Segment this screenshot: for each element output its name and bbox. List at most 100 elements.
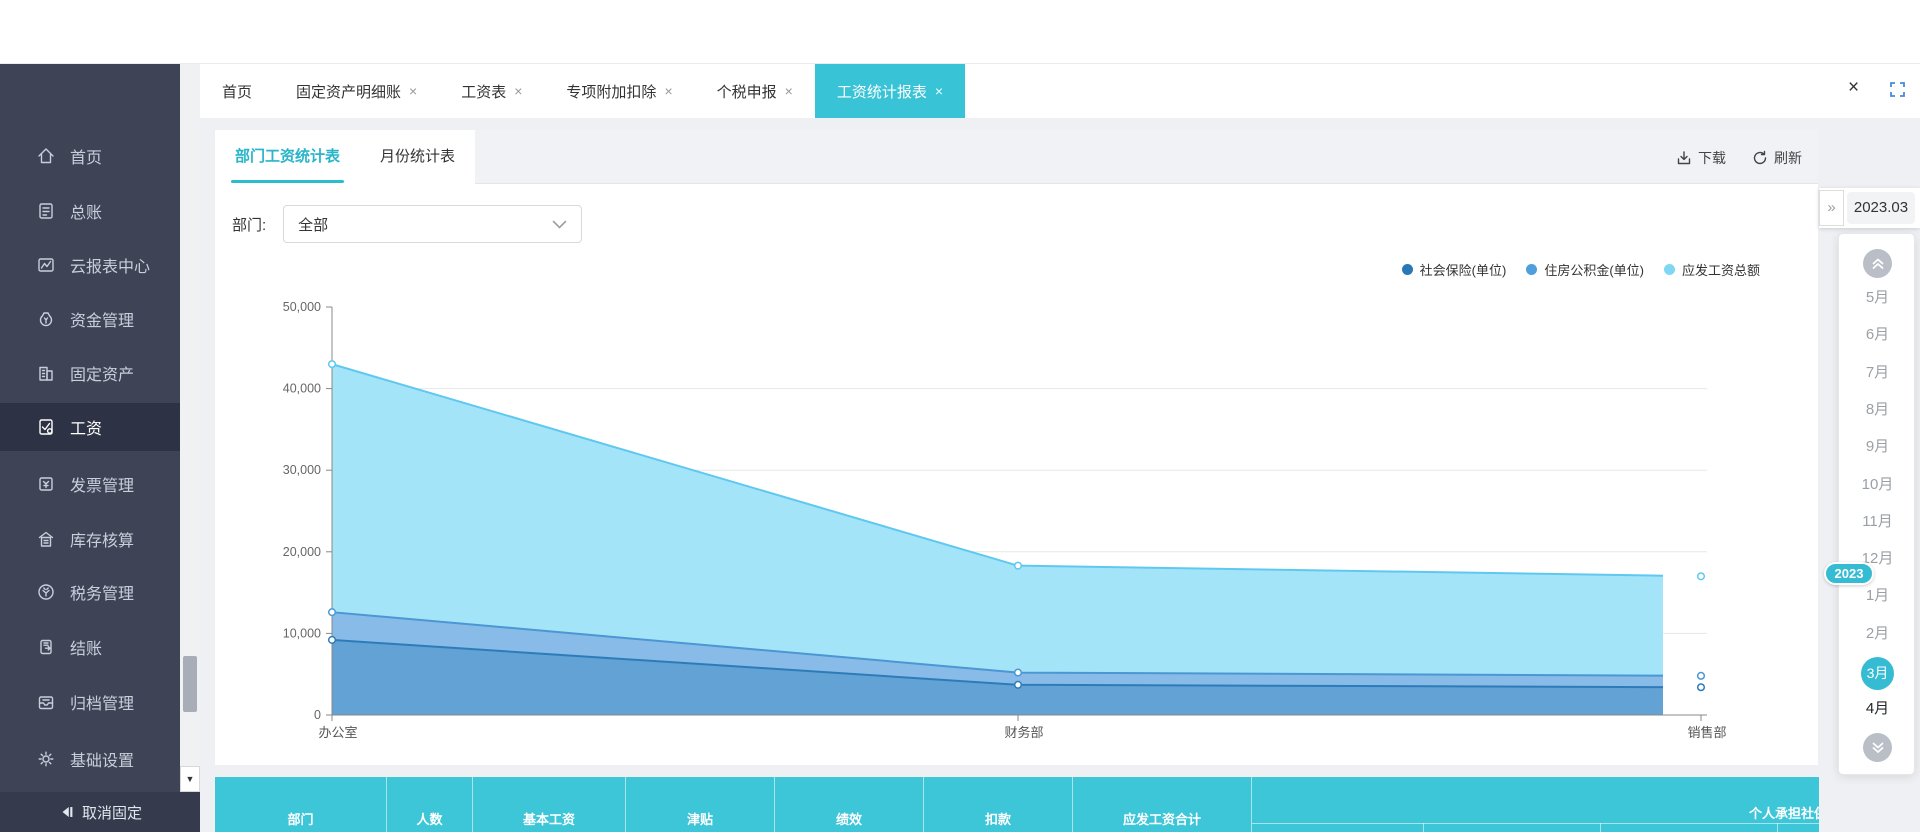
month-panel-period: 2023.03 [1847,192,1915,224]
window-tab-label: 工资统计报表 [836,83,927,101]
data-point[interactable] [1696,572,1706,581]
active-tab-underline [231,180,344,183]
close-icon[interactable]: × [664,83,673,99]
month-item-6月[interactable]: 6月 [1865,326,1890,343]
table-header-2: 基本工资 [473,777,626,832]
chart-legend: 社会保险(单位) 住房公积金(单位) 应发工资总额 [1401,260,1760,279]
legend-item-2[interactable]: 应发工资总额 [1663,260,1760,279]
sidebar-item-7[interactable]: 库存核算 [0,515,200,563]
download-button[interactable]: 下载 [1676,148,1726,168]
salary-area-chart: 0 10,000 20,000 30,000 40,000 50,000 办公室 财务部 销售部 [283,300,1727,740]
month-selector-panel: 5月 6月 7月 8月 9月 10月 11月 12月 1月 2月 3月 4月 [1838,233,1915,775]
month-item-5月[interactable]: 5月 [1865,289,1890,306]
data-point[interactable] [1696,671,1706,680]
window-tab-2[interactable]: 工资表 × [439,64,544,118]
fullscreen-icon[interactable] [1890,82,1905,97]
window-tab-0[interactable]: 首页 [200,64,274,118]
month-item-3月[interactable]: 3月 [1861,657,1894,690]
table-group-header-label: 个人承担社保 [1748,806,1819,821]
scroll-months-up-button[interactable] [1863,249,1892,278]
month-item-2月[interactable]: 2月 [1865,625,1890,642]
report-panel: 部门工资统计表 月份统计表 下载 刷新 部门: 全部 [215,130,1818,765]
x-tick-label: 办公室 [318,725,357,740]
data-point[interactable] [327,635,337,644]
close-icon[interactable]: × [784,83,793,99]
sidebar-item-9[interactable]: 结账 [0,623,200,671]
legend-item-0[interactable]: 社会保险(单位) [1401,260,1506,279]
sidebar-item-11[interactable]: 基础设置 [0,735,200,783]
data-point[interactable] [1013,561,1023,570]
sidebar-item-5[interactable]: 工资 [0,403,200,451]
y-tick-label: 40,000 [283,382,321,396]
tax-icon [38,584,54,600]
unpin-icon [62,807,73,817]
collapse-panel-button[interactable]: » [1819,190,1844,226]
sidebar-item-label: 基础设置 [70,753,135,770]
scroll-months-down-button[interactable] [1863,733,1892,762]
panel-tab-strip [475,130,1818,184]
y-tick-label: 20,000 [283,545,321,559]
sidebar-item-3[interactable]: 资金管理 [0,295,200,343]
sidebar-scroll-down-button[interactable]: ▼ [180,766,200,792]
month-item-4月[interactable]: 4月 [1865,700,1890,717]
month-item-11月[interactable]: 11月 [1862,513,1893,530]
sidebar-scrollbar-thumb[interactable] [183,656,197,712]
y-tick-label: 50,000 [283,300,321,314]
month-item-12月[interactable]: 12月 [1861,550,1894,567]
y-tick-label: 0 [314,708,321,722]
sidebar-item-2[interactable]: 云报表中心 [0,241,200,289]
area-series-2 [332,364,1663,715]
inventory-icon [38,531,54,547]
close-icon[interactable]: × [934,83,944,99]
group-separator [1600,823,1601,832]
table-header-label: 扣款 [984,812,1011,827]
close-tab-button[interactable]: × [1848,77,1860,98]
month-item-9月[interactable]: 9月 [1865,438,1890,455]
month-item-8月[interactable]: 8月 [1865,401,1890,418]
sidebar-item-0[interactable]: 首页 [0,132,200,180]
refresh-icon [1753,150,1767,165]
window-tab-label: 固定资产明细账 [296,83,402,101]
legend-item-1[interactable]: 住房公积金(单位) [1526,260,1644,279]
data-point[interactable] [1013,680,1023,689]
sidebar-item-6[interactable]: 发票管理 [0,460,200,508]
window-tab-3[interactable]: 专项附加扣除 × [544,64,694,118]
table-header-4: 绩效 [775,777,924,832]
month-item-7月[interactable]: 7月 [1865,364,1890,381]
month-item-1月[interactable]: 1月 [1865,587,1890,604]
window-tab-label: 专项附加扣除 [566,83,657,101]
window-tab-1[interactable]: 固定资产明细账 × [274,64,439,118]
table-header-6: 应发工资合计 [1073,777,1252,832]
sidebar-item-4[interactable]: 固定资产 [0,349,200,397]
window-tab-4[interactable]: 个税申报 × [695,64,815,118]
close-icon[interactable]: × [409,83,418,99]
data-point[interactable] [1696,683,1706,692]
window-tab-5[interactable]: 工资统计报表 × [814,64,966,118]
sidebar-scrollbar-track[interactable] [180,64,200,792]
refresh-label: 刷新 [1774,150,1802,166]
tab-department-salary[interactable]: 部门工资统计表 [215,130,360,184]
data-point[interactable] [327,360,337,369]
data-point[interactable] [1013,668,1023,677]
sidebar-item-label: 固定资产 [70,367,135,384]
sidebar-item-label: 归档管理 [70,696,135,713]
sidebar-item-8[interactable]: 税务管理 [0,568,200,616]
area-series-0 [332,639,1663,715]
invoice-icon [39,477,53,491]
sidebar-item-10[interactable]: 归档管理 [0,678,200,726]
department-select[interactable]: 全部 [283,205,583,243]
month-item-10月[interactable]: 10月 [1861,476,1894,493]
table-header-label: 津贴 [686,812,713,827]
top-bar [0,0,1920,64]
table-group-header: 个人承担社保 [1252,777,1819,832]
close-icon[interactable]: × [514,83,523,99]
tab-label: 月份统计表 [379,148,455,165]
ledger-icon [39,203,53,219]
legend-dot [1401,264,1413,275]
refresh-button[interactable]: 刷新 [1752,148,1802,168]
sidebar-item-1[interactable]: 总账 [0,187,200,235]
data-point[interactable] [327,608,337,617]
sidebar-unpin-button[interactable]: 取消固定 [0,792,200,832]
tab-month-statistics[interactable]: 月份统计表 [360,130,475,184]
